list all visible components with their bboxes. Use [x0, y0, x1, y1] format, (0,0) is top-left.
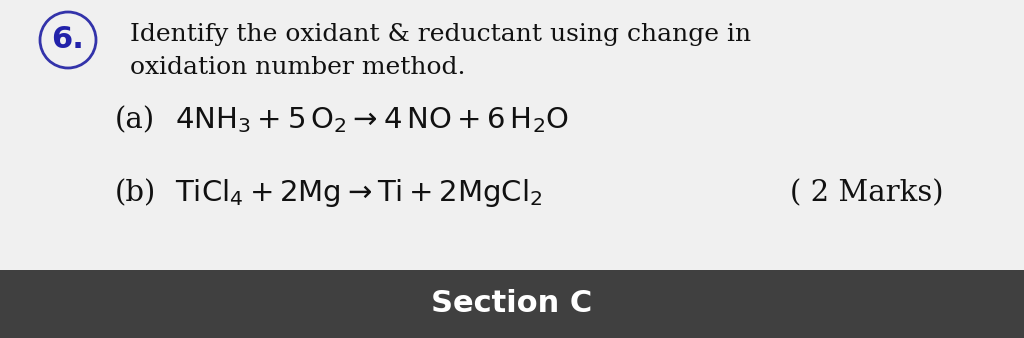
Text: Identify the oxidant & reductant using change in: Identify the oxidant & reductant using c… [130, 24, 752, 47]
Text: $\mathrm{TiCl_4} + 2\mathrm{Mg} \rightarrow \mathrm{Ti} + 2\mathrm{MgCl_2}$: $\mathrm{TiCl_4} + 2\mathrm{Mg} \rightar… [175, 177, 543, 209]
Text: 6.: 6. [51, 25, 84, 54]
Text: ( 2 Marks): ( 2 Marks) [790, 179, 943, 207]
Bar [0, 0, 1024, 278]
Text: (b): (b) [115, 179, 157, 207]
Bar [0, 270, 1024, 338]
Text: Section C: Section C [431, 290, 593, 318]
Text: oxidation number method.: oxidation number method. [130, 56, 466, 79]
Text: $4\mathrm{NH_3} + 5\,\mathrm{O_2} \rightarrow 4\,\mathrm{NO} + 6\,\mathrm{H_2O}$: $4\mathrm{NH_3} + 5\,\mathrm{O_2} \right… [175, 105, 569, 135]
Text: (a): (a) [115, 106, 155, 134]
